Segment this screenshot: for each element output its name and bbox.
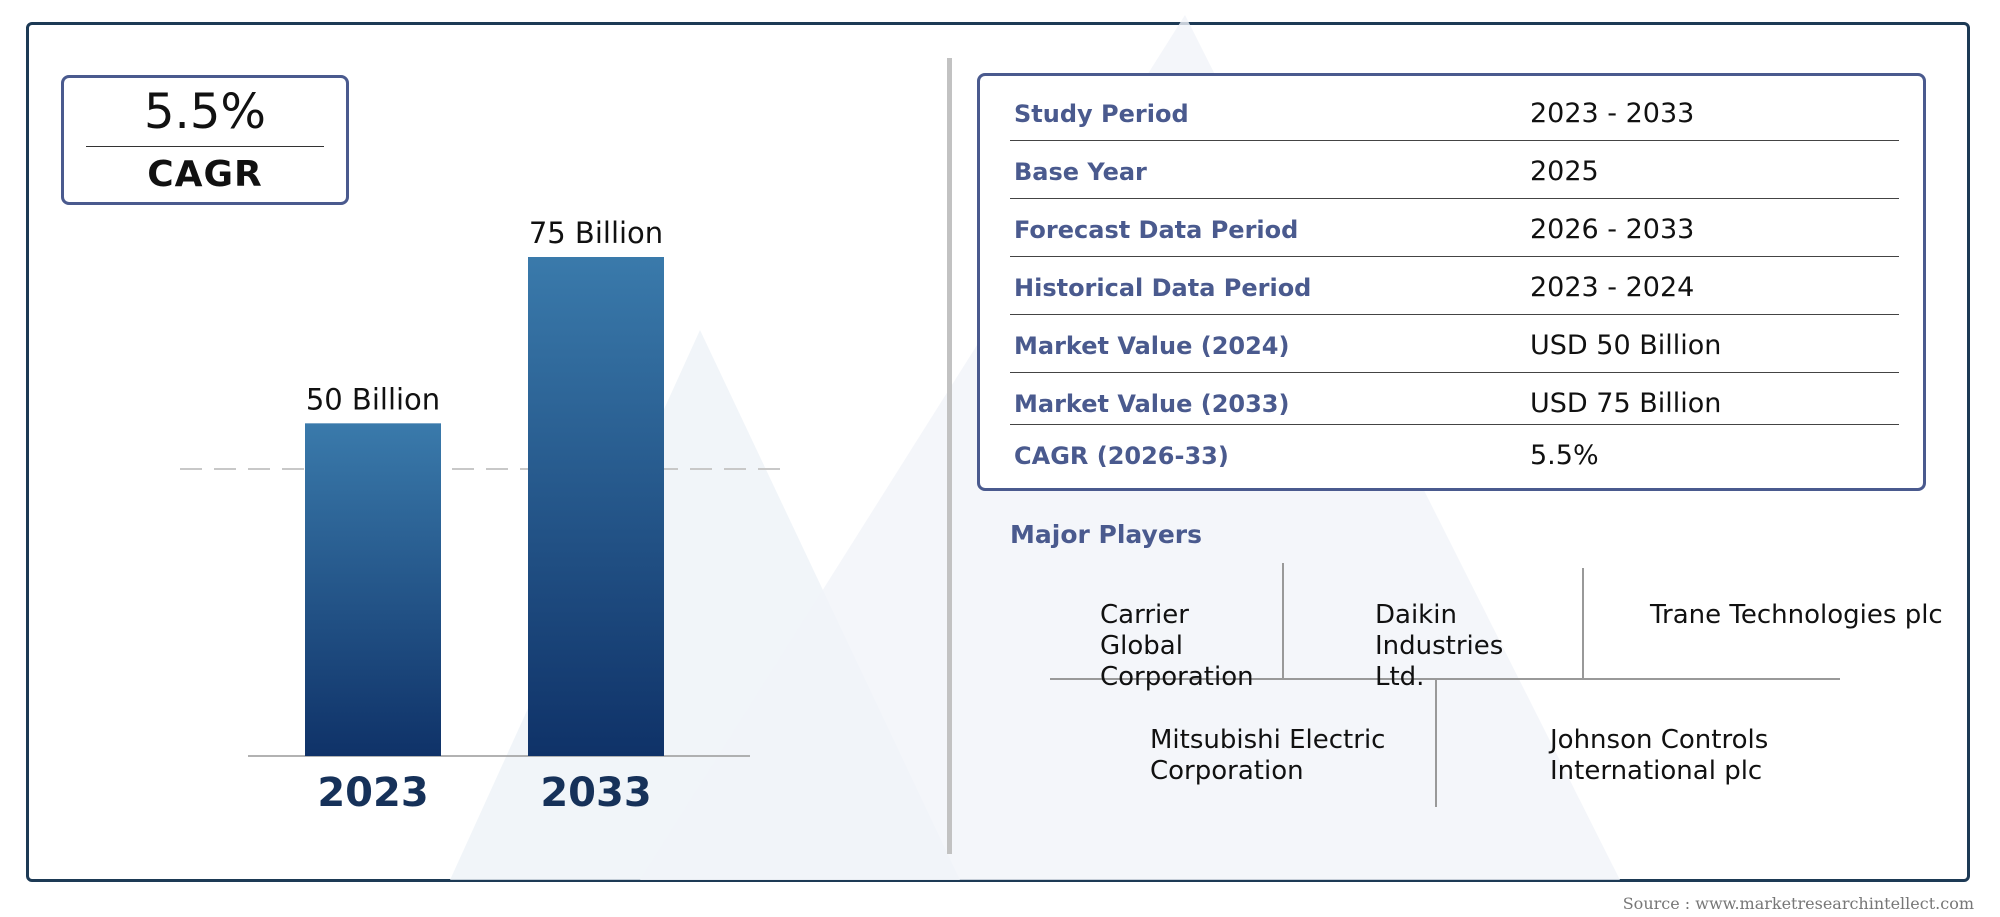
player-johnson-controls: Johnson Controls International plc <box>1550 725 1768 787</box>
player-name-line: Corporation <box>1150 756 1304 786</box>
player-name-line: International plc <box>1550 756 1763 786</box>
vertical-divider <box>947 58 952 854</box>
cagr-value: 5.5% <box>144 84 266 140</box>
table-row: Study Period 2023 - 2033 <box>1010 84 1899 141</box>
row-key: Study Period <box>1014 100 1189 128</box>
row-key: CAGR (2026-33) <box>1014 442 1229 470</box>
row-value: USD 50 Billion <box>1530 330 1722 361</box>
market-info-table: Study Period 2023 - 2033 Base Year 2025 … <box>977 73 1926 491</box>
cagr-box: 5.5% CAGR <box>61 75 349 205</box>
player-daikin: Daikin Industries Ltd. <box>1375 600 1503 693</box>
bar-chart: 50 Billion 2023 75 Billion 2033 <box>180 216 790 816</box>
players-divider <box>1050 678 1840 680</box>
player-name-line: Trane Technologies plc <box>1650 600 1943 630</box>
table-row: Historical Data Period 2023 - 2024 <box>1010 258 1899 315</box>
category-label: 2023 <box>317 770 428 816</box>
player-name-line: Daikin <box>1375 600 1457 630</box>
table-row: Base Year 2025 <box>1010 142 1899 199</box>
players-divider <box>1282 563 1284 678</box>
table-row: Forecast Data Period 2026 - 2033 <box>1010 200 1899 257</box>
player-trane: Trane Technologies plc <box>1650 600 1943 631</box>
table-row: Market Value (2024) USD 50 Billion <box>1010 316 1899 373</box>
bar-2023 <box>305 423 441 756</box>
row-key: Historical Data Period <box>1014 274 1312 302</box>
cagr-label: CAGR <box>147 154 263 195</box>
major-players-title: Major Players <box>1010 520 1202 549</box>
row-key: Market Value (2024) <box>1014 332 1290 360</box>
player-name-line: Ltd. <box>1375 662 1425 692</box>
players-divider <box>1435 680 1437 807</box>
cagr-divider <box>86 146 324 147</box>
row-value: 5.5% <box>1530 440 1599 471</box>
row-value: 2023 - 2033 <box>1530 98 1695 129</box>
player-name-line: Industries <box>1375 631 1504 661</box>
category-label: 2033 <box>540 770 651 816</box>
player-carrier: Carrier Global Corporation <box>1100 600 1254 693</box>
player-name-line: Carrier <box>1100 600 1189 630</box>
player-name-line: Global <box>1100 631 1183 661</box>
row-key: Market Value (2033) <box>1014 390 1290 418</box>
bar-2033 <box>528 257 664 756</box>
player-mitsubishi: Mitsubishi Electric Corporation <box>1150 725 1385 787</box>
bar-data-label: 50 Billion <box>306 382 440 416</box>
row-value: USD 75 Billion <box>1530 388 1722 419</box>
players-divider <box>1582 568 1584 678</box>
row-key: Forecast Data Period <box>1014 216 1299 244</box>
player-name-line: Corporation <box>1100 662 1254 692</box>
source-note: Source : www.marketresearchintellect.com <box>1622 894 1974 913</box>
row-value: 2026 - 2033 <box>1530 214 1695 245</box>
row-key: Base Year <box>1014 158 1147 186</box>
player-name-line: Mitsubishi Electric <box>1150 725 1386 755</box>
player-name-line: Johnson Controls <box>1550 725 1769 755</box>
row-value: 2025 <box>1530 156 1599 187</box>
row-value: 2023 - 2024 <box>1530 272 1695 303</box>
table-row: Market Value (2033) USD 75 Billion <box>1010 374 1899 425</box>
bar-data-label: 75 Billion <box>529 216 663 250</box>
table-row: CAGR (2026-33) 5.5% <box>1010 426 1899 482</box>
